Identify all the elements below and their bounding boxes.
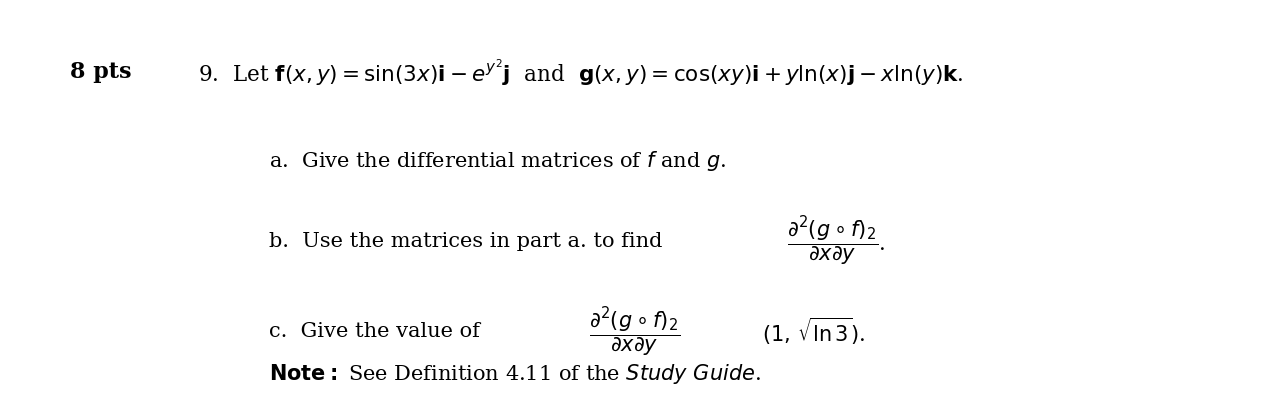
Text: a.  Give the differential matrices of $f$ and $g$.: a. Give the differential matrices of $f$… [269,148,726,172]
Text: $\dfrac{\partial^2(g \circ f)_2}{\partial x \partial y}$.: $\dfrac{\partial^2(g \circ f)_2}{\partia… [787,214,886,267]
Text: b.  Use the matrices in part a. to find: b. Use the matrices in part a. to find [269,231,662,250]
Text: c.  Give the value of: c. Give the value of [269,321,480,340]
Text: $\bf{Note:}$ See Definition 4.11 of the $\it{Study\ Guide}$.: $\bf{Note:}$ See Definition 4.11 of the … [269,361,760,385]
Text: 8 pts: 8 pts [70,61,132,83]
Text: $\dfrac{\partial^2(g \circ f)_2}{\partial x \partial y}$: $\dfrac{\partial^2(g \circ f)_2}{\partia… [589,304,680,358]
Text: 9.  Let $\mathbf{f}(x, y) = \sin(3x)\mathbf{i} - e^{y^2}\mathbf{j}$  and  $\math: 9. Let $\mathbf{f}(x, y) = \sin(3x)\math… [198,57,964,87]
Text: $(1,\, \sqrt{\ln 3})$.: $(1,\, \sqrt{\ln 3})$. [762,315,865,346]
